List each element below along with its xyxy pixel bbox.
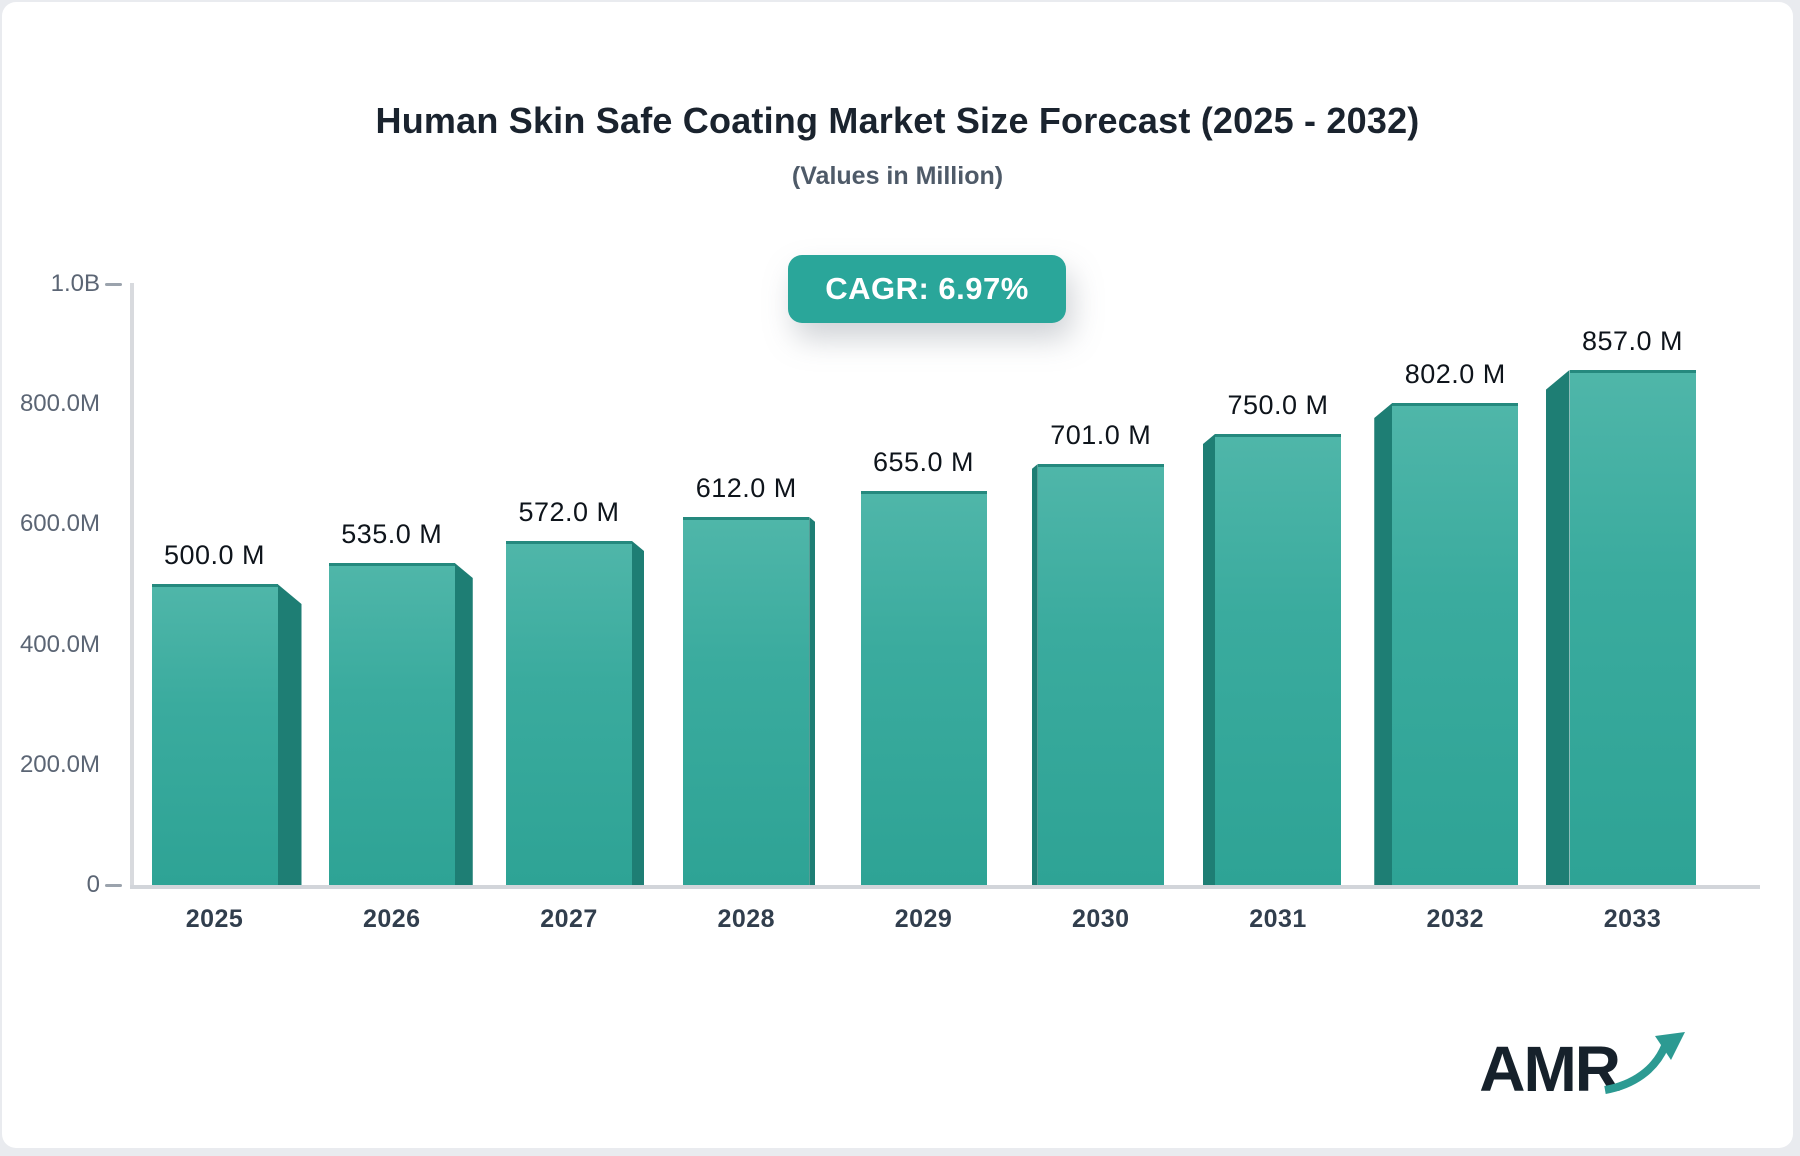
chart-title: Human Skin Safe Coating Market Size Fore… bbox=[375, 100, 1420, 141]
chart-subtitle: (Values in Million) bbox=[791, 162, 1004, 190]
bar-side-2030 bbox=[1031, 464, 1038, 885]
bar-2030[interactable] bbox=[1037, 464, 1164, 885]
x-axis-label-2031: 2031 bbox=[1249, 905, 1307, 933]
x-axis-label-2026: 2026 bbox=[362, 905, 421, 933]
y-axis-line bbox=[130, 283, 134, 889]
cagr-badge-label: CAGR: 6.97% bbox=[825, 271, 1029, 306]
bar-side-2028 bbox=[809, 517, 816, 885]
x-axis-line bbox=[130, 885, 1760, 889]
bar-side-2027 bbox=[632, 541, 644, 885]
bar-value-label-2032: 802.0 M bbox=[1404, 359, 1506, 389]
y-axis-tick-mark bbox=[105, 283, 122, 286]
bar-side-2025 bbox=[277, 584, 302, 885]
bar-side-2026 bbox=[454, 563, 473, 885]
bar-2027[interactable] bbox=[506, 541, 632, 885]
bar-2025[interactable] bbox=[151, 584, 278, 885]
bar-2033[interactable] bbox=[1569, 370, 1696, 885]
y-axis-label-600.0M: 600.0M bbox=[19, 510, 100, 538]
bar-2029[interactable] bbox=[860, 491, 987, 885]
bar-2028[interactable] bbox=[683, 517, 810, 885]
x-axis-label-2029: 2029 bbox=[894, 905, 953, 933]
bar-value-label-2027: 572.0 M bbox=[518, 497, 620, 527]
bar-side-2033 bbox=[1545, 370, 1570, 885]
amr-logo: AMR bbox=[1479, 1024, 1689, 1105]
y-axis-label-1.0B: 1.0B bbox=[50, 270, 100, 297]
x-axis-label-2025: 2025 bbox=[185, 905, 244, 933]
bar-2031[interactable] bbox=[1215, 434, 1341, 885]
cagr-badge: CAGR: 6.97% bbox=[788, 255, 1066, 323]
x-axis-label-2033: 2033 bbox=[1603, 905, 1662, 933]
amr-logo-text: AMR bbox=[1479, 1033, 1621, 1105]
bar-value-label-2030: 701.0 M bbox=[1050, 420, 1152, 450]
y-axis-label-400.0M: 400.0M bbox=[19, 630, 100, 658]
x-axis-label-2032: 2032 bbox=[1426, 905, 1485, 933]
y-axis-label-200.0M: 200.0M bbox=[19, 750, 100, 778]
bar-2032[interactable] bbox=[1392, 403, 1519, 885]
bar-side-2031 bbox=[1203, 434, 1215, 885]
y-axis-label-0: 0 bbox=[86, 871, 100, 898]
bar-value-label-2028: 612.0 M bbox=[695, 473, 797, 503]
x-axis-label-2027: 2027 bbox=[540, 905, 598, 933]
x-axis-label-2030: 2030 bbox=[1071, 905, 1130, 933]
amr-logo-arrow-icon bbox=[1604, 1032, 1685, 1094]
x-axis-label-2028: 2028 bbox=[717, 905, 776, 933]
bar-value-label-2026: 535.0 M bbox=[341, 519, 443, 549]
y-axis-tick-mark bbox=[105, 884, 122, 887]
bar-value-label-2033: 857.0 M bbox=[1581, 326, 1684, 356]
bar-side-2032 bbox=[1374, 403, 1393, 885]
bar-value-label-2025: 500.0 M bbox=[163, 540, 266, 570]
bar-value-label-2031: 750.0 M bbox=[1227, 390, 1329, 420]
y-axis-label-800.0M: 800.0M bbox=[19, 390, 100, 418]
bar-2026[interactable] bbox=[328, 563, 455, 885]
bar-value-label-2029: 655.0 M bbox=[872, 447, 975, 477]
